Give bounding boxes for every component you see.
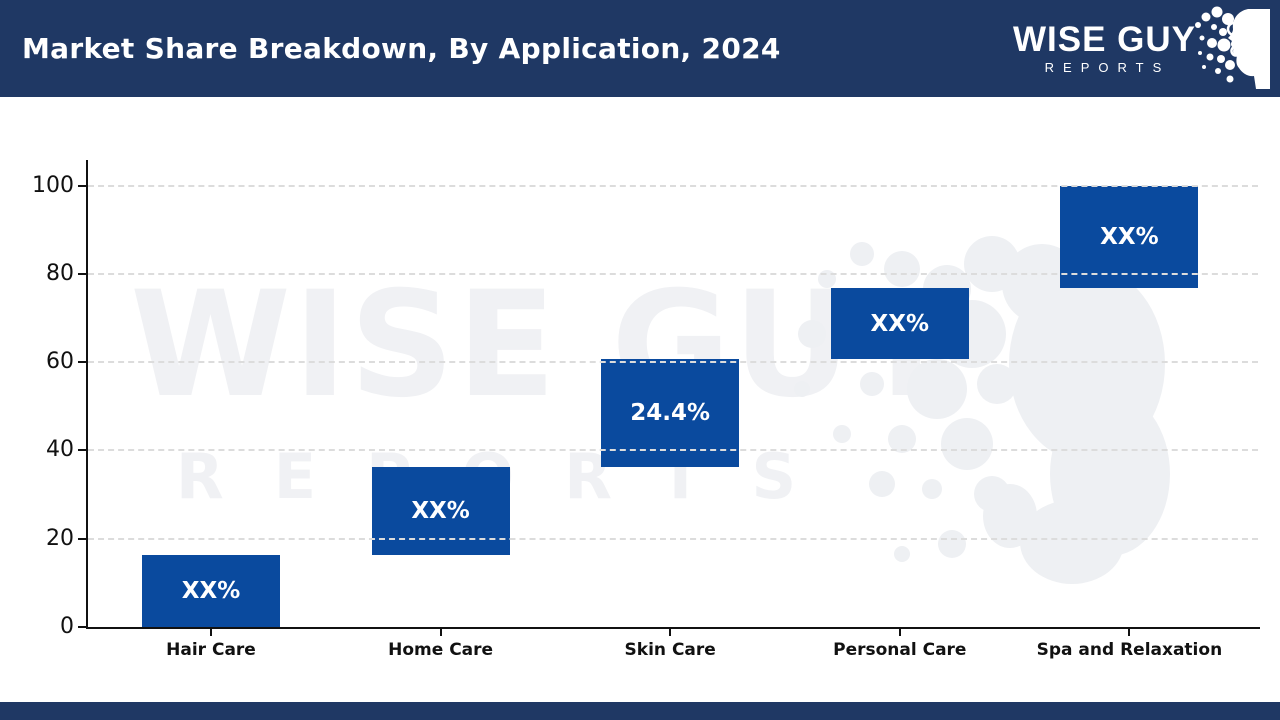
gridline-60 — [88, 361, 1258, 364]
bar-value-label: XX% — [411, 497, 470, 524]
bar-value-label: 24.4% — [630, 399, 711, 426]
bar-value-label: XX% — [181, 578, 241, 605]
category-label-4: Personal Care — [833, 640, 967, 660]
bar-home-care: XX% — [371, 466, 510, 556]
x-axis-line — [86, 627, 1260, 629]
category-label-1: Hair Care — [166, 640, 256, 660]
y-tick-80 — [78, 272, 86, 275]
gridline-100 — [88, 184, 1258, 187]
header-bar: Market Share Breakdown, By Application, … — [0, 0, 1280, 97]
watermark-face-icon — [794, 236, 1170, 584]
y-tick-0 — [78, 626, 86, 628]
logo-wordmark: WISE GUY — [1012, 20, 1196, 60]
x-tick-5 — [1128, 629, 1131, 636]
y-tick-100 — [78, 184, 86, 187]
bar-skin-care: 24.4% — [601, 359, 740, 467]
y-tick-label-0: 0 — [60, 614, 74, 639]
x-tick-2 — [439, 629, 442, 636]
bar-hair-care: XX% — [142, 555, 280, 627]
y-tick-40 — [78, 449, 86, 452]
category-label-3: Skin Care — [624, 640, 716, 660]
bar-personal-care: XX% — [830, 287, 969, 360]
x-tick-1 — [210, 629, 212, 636]
gridline-40 — [88, 449, 1258, 452]
y-tick-label-80: 80 — [46, 260, 74, 286]
category-label-5: Spa and Relaxation — [1036, 640, 1223, 660]
gridline-80 — [88, 272, 1258, 275]
y-tick-label-40: 40 — [46, 437, 74, 463]
category-label-2: Home Care — [388, 640, 494, 660]
x-tick-3 — [669, 629, 672, 636]
bar-spa-and-relaxation: XX% — [1060, 185, 1199, 288]
bar-value-label: XX% — [870, 310, 930, 337]
y-tick-20 — [78, 537, 86, 540]
y-tick-label-60: 60 — [46, 349, 74, 375]
wiseguy-logo: WISE GUY REPORTS — [1013, 2, 1270, 95]
footer-bar — [0, 702, 1280, 720]
bar-value-label: XX% — [1100, 223, 1159, 250]
gridline-20 — [88, 537, 1258, 540]
y-tick-60 — [78, 361, 86, 364]
x-tick-4 — [898, 629, 901, 636]
page-title: Market Share Breakdown, By Application, … — [22, 32, 781, 65]
logo-subtitle: REPORTS — [1044, 59, 1171, 75]
logo-text: WISE GUY REPORTS — [1012, 20, 1196, 75]
logo-face-icon — [1195, 6, 1270, 89]
watermark-wordmark: WISE GUY — [130, 260, 962, 430]
y-tick-label-100: 100 — [32, 172, 74, 198]
y-axis-line — [86, 160, 88, 629]
y-tick-label-20: 20 — [46, 525, 74, 551]
